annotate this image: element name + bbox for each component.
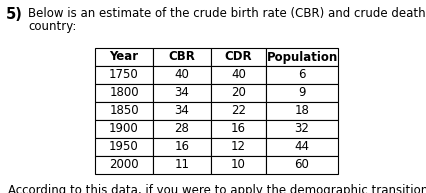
Text: 40: 40 (231, 69, 246, 81)
Text: country:: country: (28, 20, 76, 33)
Bar (95, 156, 153, 174)
Text: 9: 9 (298, 86, 306, 100)
Text: 32: 32 (294, 123, 309, 135)
Text: 40: 40 (175, 69, 190, 81)
Text: According to this data, if you were to apply the demographic transition model, t: According to this data, if you were to a… (8, 184, 426, 193)
Text: 1850: 1850 (109, 104, 139, 118)
Bar (211, 120, 266, 138)
Text: 1900: 1900 (109, 123, 139, 135)
Bar (266, 138, 338, 156)
Text: 10: 10 (231, 158, 246, 172)
Bar (211, 66, 266, 84)
Text: 16: 16 (231, 123, 246, 135)
Bar (266, 156, 338, 174)
Text: 1800: 1800 (109, 86, 139, 100)
Text: CBR: CBR (169, 51, 196, 63)
Text: 1750: 1750 (109, 69, 139, 81)
Bar (211, 84, 266, 102)
Text: 44: 44 (294, 141, 310, 153)
Text: 34: 34 (175, 86, 190, 100)
Text: 1950: 1950 (109, 141, 139, 153)
Text: 60: 60 (294, 158, 309, 172)
Bar (95, 120, 153, 138)
Text: CDR: CDR (225, 51, 252, 63)
Bar (266, 48, 338, 66)
Text: 11: 11 (175, 158, 190, 172)
Bar (153, 66, 211, 84)
Bar (266, 120, 338, 138)
Text: 5): 5) (6, 7, 23, 22)
Text: 20: 20 (231, 86, 246, 100)
Text: Population: Population (266, 51, 338, 63)
Bar (153, 156, 211, 174)
Bar (95, 138, 153, 156)
Bar (95, 102, 153, 120)
Bar (95, 66, 153, 84)
Text: 2000: 2000 (109, 158, 139, 172)
Bar (211, 48, 266, 66)
Text: Below is an estimate of the crude birth rate (CBR) and crude death rate (CDR) fo: Below is an estimate of the crude birth … (28, 7, 426, 20)
Bar (211, 102, 266, 120)
Text: 16: 16 (175, 141, 190, 153)
Text: 6: 6 (298, 69, 306, 81)
Bar (266, 84, 338, 102)
Text: Year: Year (109, 51, 138, 63)
Text: 34: 34 (175, 104, 190, 118)
Bar (266, 66, 338, 84)
Bar (95, 48, 153, 66)
Bar (153, 102, 211, 120)
Text: 18: 18 (294, 104, 309, 118)
Bar (153, 48, 211, 66)
Bar (95, 84, 153, 102)
Text: 28: 28 (175, 123, 190, 135)
Bar (153, 138, 211, 156)
Bar (153, 120, 211, 138)
Bar (153, 84, 211, 102)
Bar (211, 138, 266, 156)
Bar (266, 102, 338, 120)
Text: 22: 22 (231, 104, 246, 118)
Bar (211, 156, 266, 174)
Text: 12: 12 (231, 141, 246, 153)
